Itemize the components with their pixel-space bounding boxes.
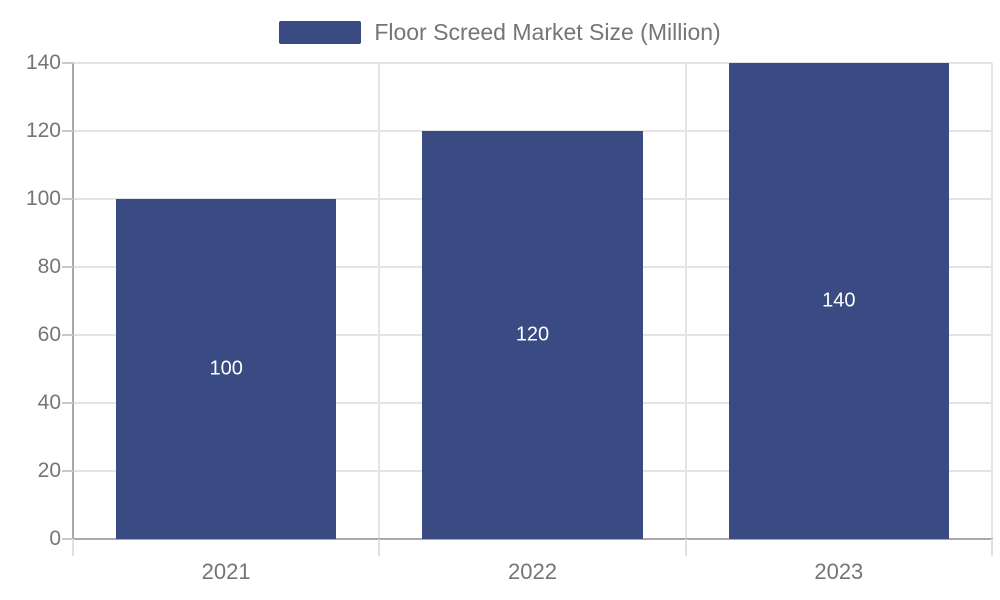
bar-2022[interactable] <box>422 131 643 539</box>
x-axis-category-label: 2021 <box>201 559 251 584</box>
chart-legend: Floor Screed Market Size (Million) <box>0 19 1000 45</box>
bar-value-label: 120 <box>515 323 550 346</box>
y-axis-tick <box>62 62 73 64</box>
bar-value-label: 100 <box>209 357 243 380</box>
x-axis-category-label: 2023 <box>814 559 864 584</box>
y-axis-tick <box>62 538 73 540</box>
x-axis-tick <box>991 539 993 556</box>
y-axis-tick-label: 0 <box>49 527 61 550</box>
y-axis-tick <box>62 470 73 472</box>
y-axis-tick <box>62 266 73 268</box>
legend-label: Floor Screed Market Size (Million) <box>374 19 721 45</box>
legend-item[interactable]: Floor Screed Market Size (Million) <box>279 19 721 45</box>
bar-2021[interactable] <box>115 199 337 539</box>
y-axis-line <box>72 63 74 556</box>
y-axis-tick <box>62 130 73 132</box>
bar-value-label: 140 <box>822 289 856 312</box>
bar-2023[interactable] <box>728 63 950 539</box>
x-gridline <box>684 63 687 539</box>
y-axis-tick-label: 120 <box>25 119 61 142</box>
y-axis-tick-label: 140 <box>25 51 61 74</box>
legend-swatch <box>279 20 362 44</box>
y-axis-tick <box>62 334 73 336</box>
x-axis-tick <box>72 539 74 556</box>
y-axis-tick-label: 80 <box>37 255 61 278</box>
x-gridline <box>378 63 381 539</box>
x-axis-category-label: 2022 <box>508 559 557 584</box>
y-axis-tick-label: 60 <box>37 323 61 346</box>
y-axis-tick <box>62 198 73 200</box>
y-axis-tick-label: 40 <box>37 391 61 414</box>
x-axis-tick <box>378 539 381 556</box>
y-axis-tick <box>62 402 73 404</box>
x-axis-line <box>72 538 993 540</box>
x-gridline <box>991 63 993 539</box>
y-axis-tick-label: 100 <box>25 187 61 210</box>
x-axis-tick <box>684 539 687 556</box>
y-gridline <box>73 62 992 64</box>
y-axis-tick-label: 20 <box>37 459 61 482</box>
